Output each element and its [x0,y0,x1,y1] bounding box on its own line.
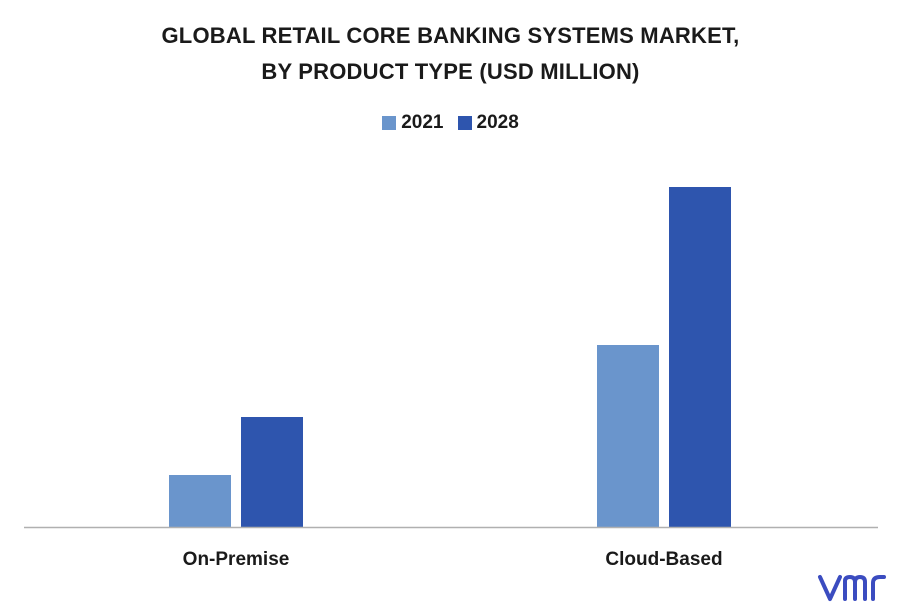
vmr-logo [818,575,886,601]
chart-title-line-2: BY PRODUCT TYPE (USD MILLION) [261,59,640,84]
legend-label-2028: 2028 [476,112,519,133]
bar-on-premise-2021 [169,475,231,527]
legend-swatch-2021 [382,116,397,130]
legend-label-2021: 2021 [401,112,444,133]
legend: 2021 2028 [0,112,901,134]
legend-item-2028: 2028 [457,112,519,134]
bar-cloud-based-2028 [669,187,731,527]
x-tick-label: On-Premise [183,549,290,570]
legend-swatch-2028 [457,116,472,130]
bar-on-premise-2028 [241,417,303,527]
chart-title-line-1: GLOBAL RETAIL CORE BANKING SYSTEMS MARKE… [161,23,740,48]
x-tick-label: Cloud-Based [605,549,722,570]
legend-item-2021: 2021 [382,112,444,134]
bar-cloud-based-2021 [597,345,659,527]
